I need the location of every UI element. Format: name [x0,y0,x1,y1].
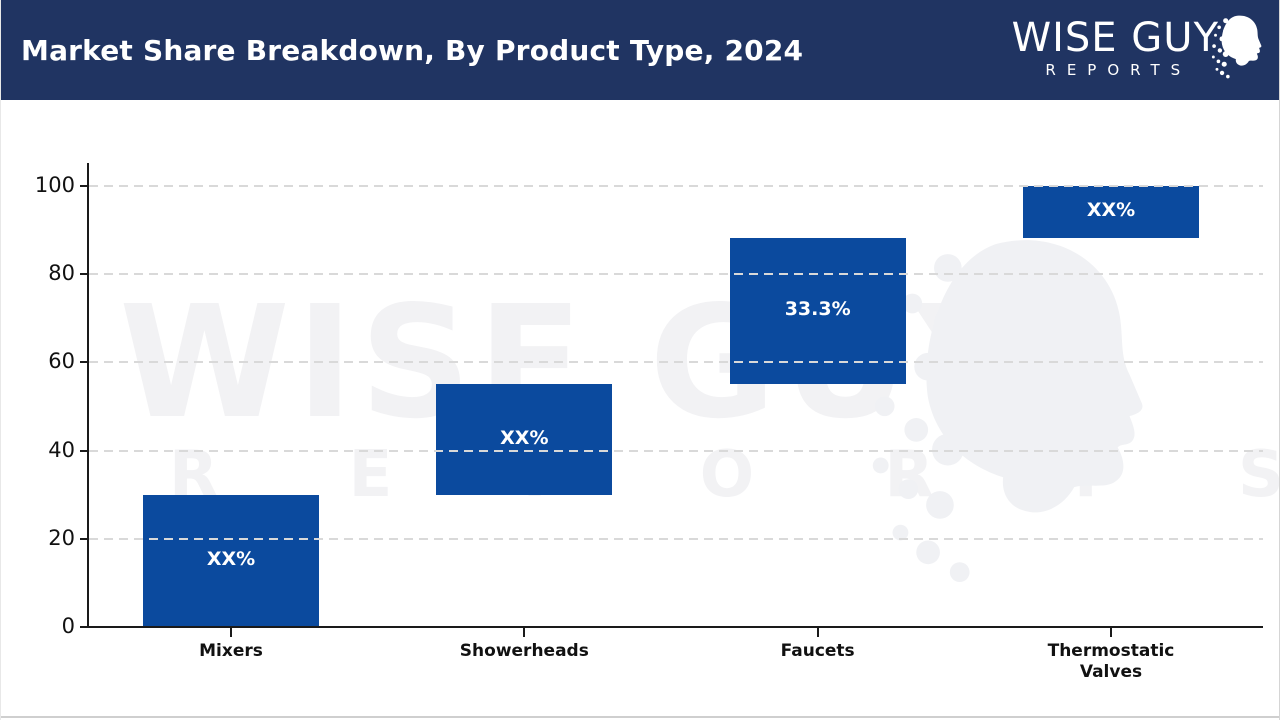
y-gridline [89,273,1263,276]
bar-showerheads [436,384,613,495]
y-gridline [89,361,1263,364]
wise-guy-logo: WISE GUY REPORTS [1012,6,1267,88]
y-tick-label: 40 [48,437,75,462]
bar-value-label: XX% [1086,198,1136,221]
y-axis-line [87,163,89,628]
x-tick-mark [230,628,232,637]
y-tick-mark [80,626,88,628]
header: Market Share Breakdown, By Product Type,… [1,0,1279,100]
bar-value-label: XX% [500,426,549,449]
y-gridline [89,537,1263,540]
x-category-label: Mixers [199,641,263,661]
y-tick-mark [80,537,88,540]
y-gridline [89,449,1263,452]
y-tick-label: 0 [61,614,75,638]
x-category-label: Thermostatic Valves [1047,641,1175,682]
x-category-label: Showerheads [459,641,589,661]
y-tick-label: 100 [34,173,75,197]
x-axis-line [87,626,1263,628]
y-tick-label: 60 [48,349,75,374]
y-tick-label: 20 [48,525,75,550]
y-tick-mark [80,361,88,364]
bar-thermostatic-valves [1022,186,1199,238]
x-tick-mark [523,628,526,637]
bar-faucets [729,237,906,385]
watermark-head-icon [872,240,1143,582]
bar-value-label: 33.3% [784,298,851,321]
x-tick-mark [816,628,819,637]
logo-head-icon [1211,15,1262,79]
chart-title: Market Share Breakdown, By Product Type,… [21,34,804,67]
logo-wordmark: WISE GUY REPORTS [1012,15,1219,79]
x-category-label: Faucets [780,641,855,661]
bottom-border-line [1,716,1279,718]
x-tick-mark [1109,628,1112,637]
logo-line2: REPORTS [1045,61,1192,79]
y-tick-label: 80 [48,261,75,286]
y-gridline [89,185,1263,187]
y-tick-mark [80,449,88,452]
y-tick-mark [80,273,88,276]
bar-value-label: XX% [206,547,256,570]
bar-mixers [143,494,319,627]
y-tick-mark [80,185,88,187]
logo-line1: WISE GUY [1011,15,1219,61]
